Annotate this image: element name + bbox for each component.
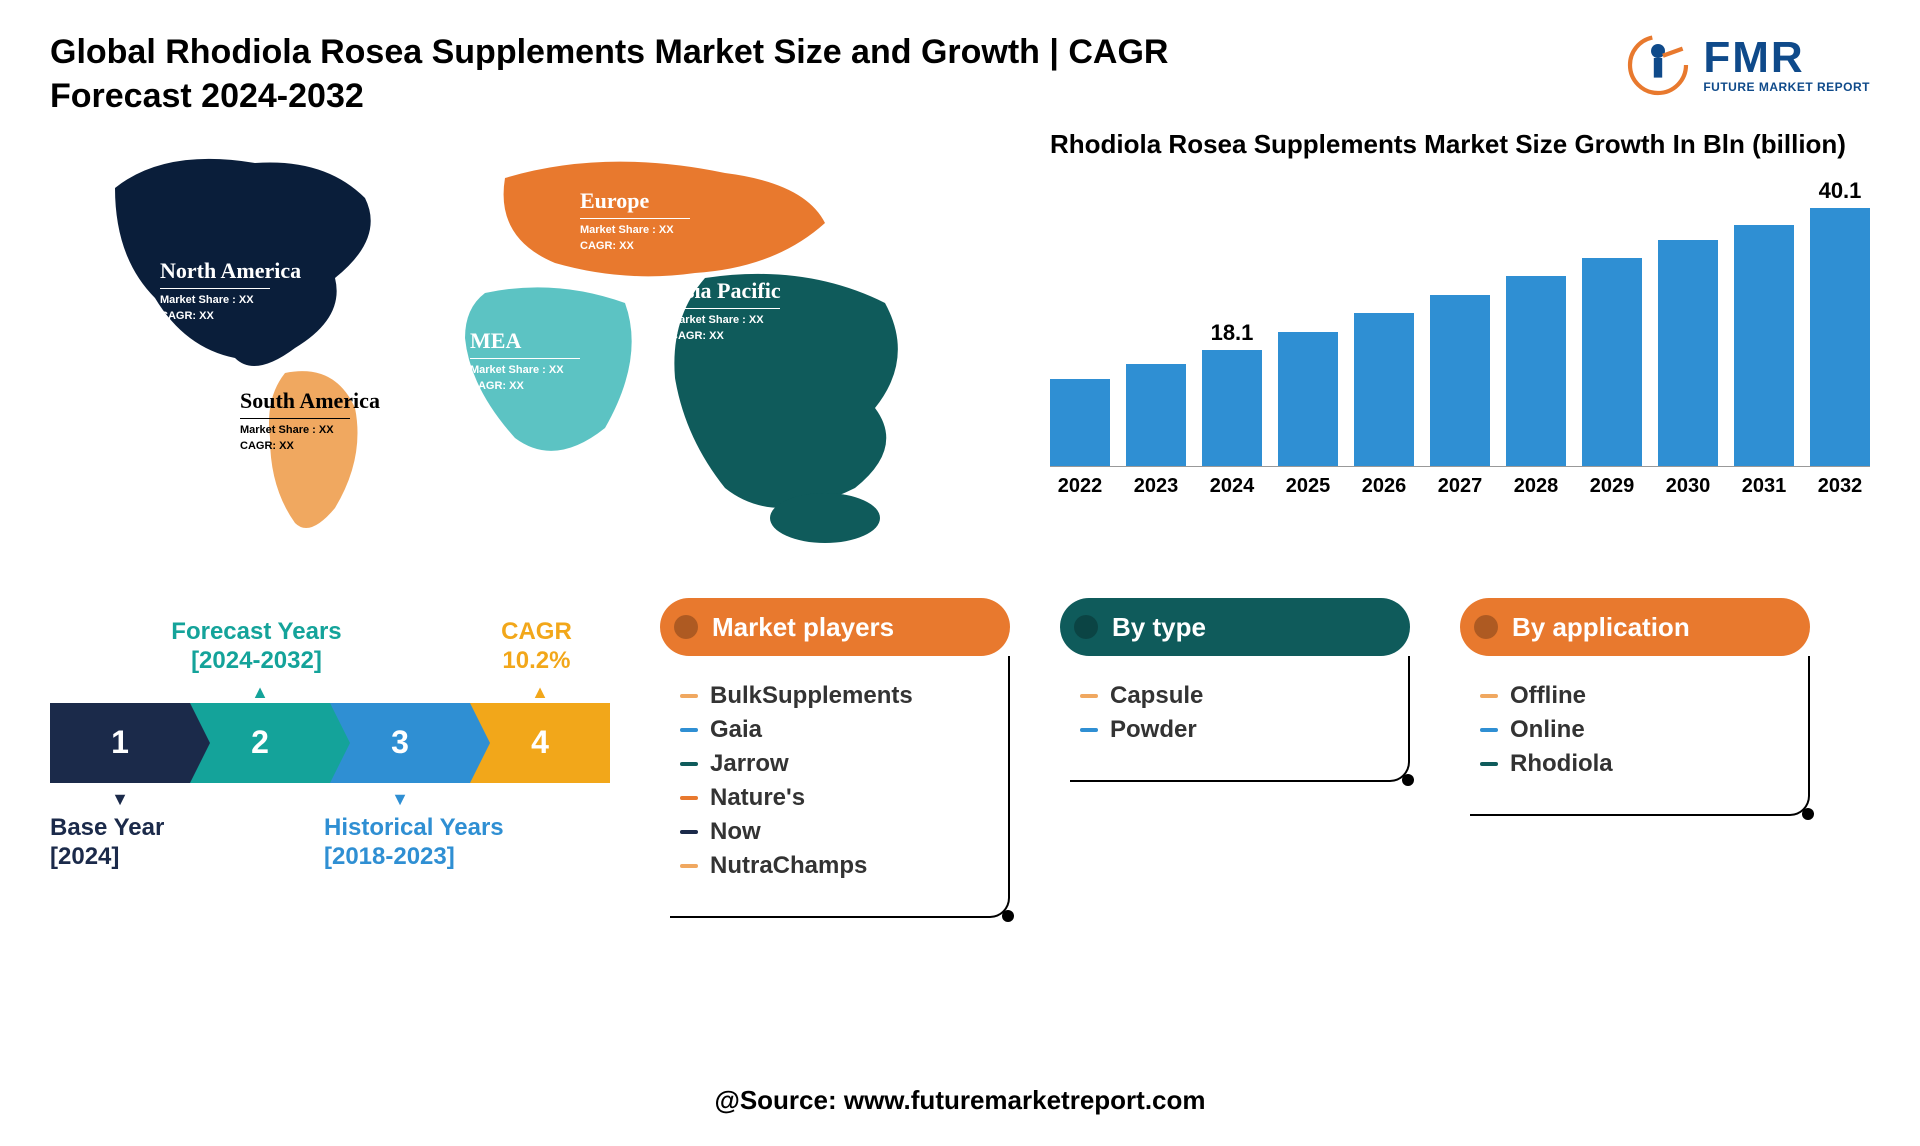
panel-header: By type [1060, 598, 1410, 656]
bullet-icon [680, 796, 698, 800]
logo: FMR FUTURE MARKET REPORT [1623, 30, 1870, 100]
dot-icon [1074, 615, 1098, 639]
panel-item: Gaia [680, 716, 998, 744]
panel-item: Online [1480, 716, 1798, 744]
bar-2029 [1582, 228, 1642, 466]
panel-item-label: Rhodiola [1510, 750, 1613, 778]
region-label-south-america: South America Market Share : XX CAGR: XX [240, 388, 380, 454]
bar-category-label: 2023 [1126, 475, 1186, 498]
forecast-label: Forecast Years [2024-2032] [171, 618, 341, 676]
bar-category-label: 2025 [1278, 475, 1338, 498]
panel-item-label: Offline [1510, 682, 1586, 710]
historical-label: Historical Years [2018-2023] [324, 814, 504, 872]
panel-item-label: Nature's [710, 784, 805, 812]
logo-tagline: FUTURE MARKET REPORT [1703, 80, 1870, 94]
panel-item: Nature's [680, 784, 998, 812]
panel-body: Offline Online Rhodiola [1470, 656, 1810, 816]
bullet-icon [680, 830, 698, 834]
bar-category-label: 2032 [1810, 475, 1870, 498]
bullet-icon [680, 864, 698, 868]
panel-item: Now [680, 818, 998, 846]
bar-category-label: 2031 [1734, 475, 1794, 498]
bar-value-label: 18.1 [1211, 320, 1254, 344]
bar-category-label: 2028 [1506, 475, 1566, 498]
bar-2027 [1430, 265, 1490, 466]
region-label-europe: Europe Market Share : XX CAGR: XX [580, 188, 690, 254]
logo-abbr: FMR [1703, 36, 1870, 80]
source-attribution: @Source: www.futuremarketreport.com [0, 1085, 1920, 1116]
bar-category-label: 2026 [1354, 475, 1414, 498]
panel-item-label: Online [1510, 716, 1585, 744]
bar-category-label: 2024 [1202, 475, 1262, 498]
panel-body: BulkSupplements Gaia Jarrow Nature's Now Nutr… [670, 656, 1010, 918]
panel-item: Offline [1480, 682, 1798, 710]
bar-category-label: 2029 [1582, 475, 1642, 498]
bar-2031 [1734, 195, 1794, 466]
panel-by_type: By type Capsule Powder [1060, 598, 1410, 918]
panel-market_players: Market players BulkSupplements Gaia Jarrow N… [660, 598, 1010, 918]
bar-2032: 40.1 [1810, 178, 1870, 466]
logo-icon [1623, 30, 1693, 100]
bar-category-label: 2030 [1658, 475, 1718, 498]
bar-2026 [1354, 283, 1414, 466]
bullet-icon [1480, 694, 1498, 698]
panel-item: Powder [1080, 716, 1398, 744]
panel-item: Capsule [1080, 682, 1398, 710]
arrow-up-icon: ▲ [251, 682, 269, 703]
panel-item: NutraChamps [680, 852, 998, 880]
panel-header: By application [1460, 598, 1810, 656]
bar-2030 [1658, 210, 1718, 466]
panel-item-label: BulkSupplements [710, 682, 913, 710]
growth-bar-chart: Rhodiola Rosea Supplements Market Size G… [1050, 128, 1870, 498]
timeline-step-1: 1 [50, 703, 190, 783]
dot-icon [674, 615, 698, 639]
panel-title: By application [1512, 612, 1690, 643]
dot-icon [1474, 615, 1498, 639]
bullet-icon [680, 762, 698, 766]
panel-item-label: Now [710, 818, 761, 846]
world-map: North America Market Share : XX CAGR: XX… [50, 128, 1020, 553]
panel-item: Jarrow [680, 750, 998, 778]
bar-value-label: 40.1 [1819, 178, 1862, 202]
bar-2023 [1126, 334, 1186, 466]
bullet-icon [1080, 728, 1098, 732]
bullet-icon [1080, 694, 1098, 698]
panel-item: BulkSupplements [680, 682, 998, 710]
bar-category-label: 2022 [1050, 475, 1110, 498]
panel-body: Capsule Powder [1070, 656, 1410, 782]
bar-2024: 18.1 [1202, 320, 1262, 466]
panel-item-label: Capsule [1110, 682, 1203, 710]
bullet-icon [680, 728, 698, 732]
bar-2028 [1506, 246, 1566, 466]
panel-item-label: Gaia [710, 716, 762, 744]
arrow-down-icon: ▼ [391, 789, 409, 810]
chart-title: Rhodiola Rosea Supplements Market Size G… [1050, 128, 1870, 161]
bullet-icon [1480, 728, 1498, 732]
page-title: Global Rhodiola Rosea Supplements Market… [50, 30, 1250, 118]
panel-title: By type [1112, 612, 1206, 643]
region-label-mea: MEA Market Share : XX CAGR: XX [470, 328, 580, 394]
panel-by_application: By application Offline Online Rhodiola [1460, 598, 1810, 918]
bullet-icon [680, 694, 698, 698]
timeline-step-2: 2 [190, 703, 330, 783]
base-year-label: Base Year [2024] [50, 814, 164, 872]
bar-2022 [1050, 349, 1110, 466]
panel-item-label: Jarrow [710, 750, 789, 778]
region-label-asia-pacific: Asia Pacific Market Share : XX CAGR: XX [670, 278, 781, 344]
cagr-label: CAGR 10.2% [501, 618, 572, 676]
bullet-icon [1480, 762, 1498, 766]
panel-title: Market players [712, 612, 894, 643]
timeline-step-3: 3 [330, 703, 470, 783]
panel-item: Rhodiola [1480, 750, 1798, 778]
panel-item-label: NutraChamps [710, 852, 867, 880]
panel-header: Market players [660, 598, 1010, 656]
arrow-down-icon: ▼ [111, 789, 129, 810]
timeline-step-4: 4 [470, 703, 610, 783]
region-label-north-america: North America Market Share : XX CAGR: XX [160, 258, 301, 324]
panel-item-label: Powder [1110, 716, 1197, 744]
bar-category-label: 2027 [1430, 475, 1490, 498]
arrow-up-icon: ▲ [531, 682, 549, 703]
bar-2025 [1278, 302, 1338, 466]
timeline-block: . Forecast Years [2024-2032] . CAGR 10.2… [50, 618, 610, 871]
